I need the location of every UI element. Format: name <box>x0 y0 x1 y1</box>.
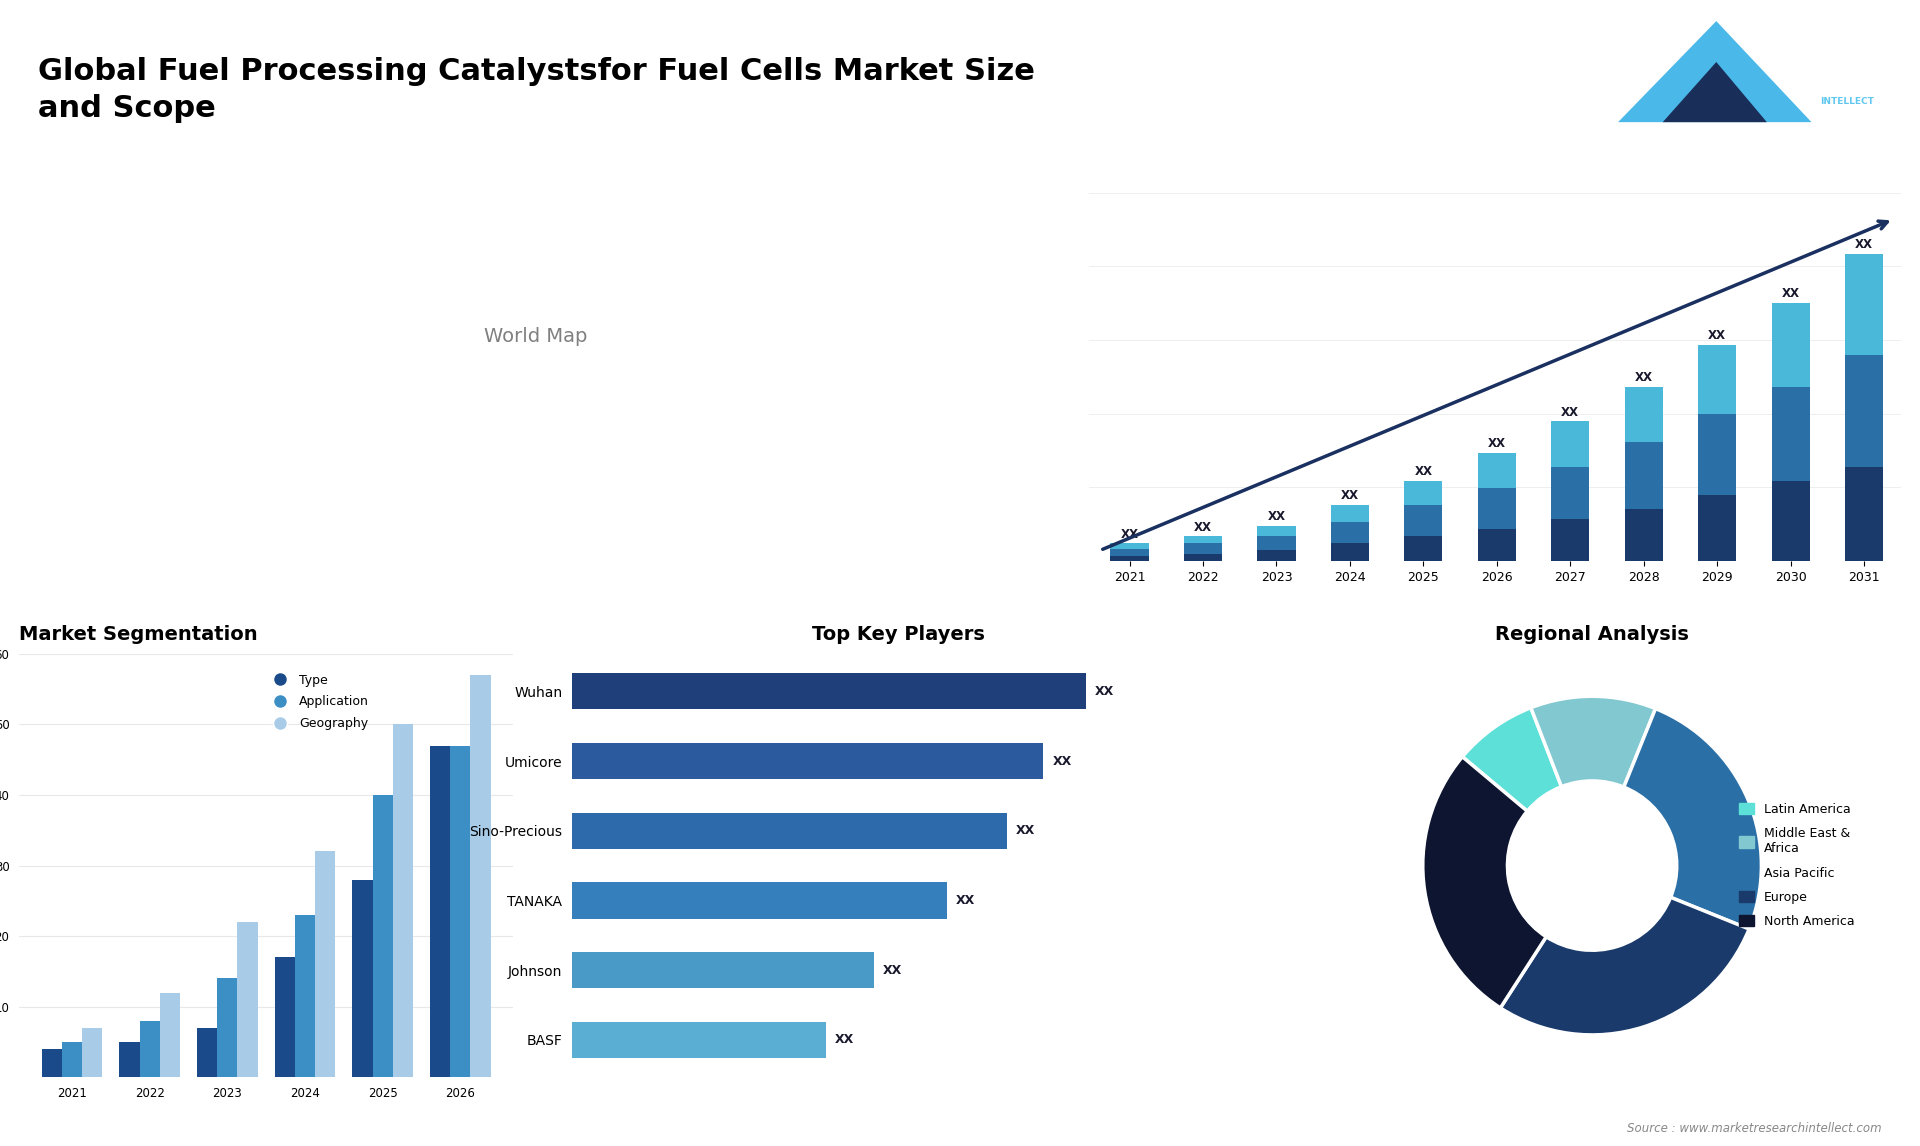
Bar <box>1331 543 1369 560</box>
Bar <box>1478 453 1517 487</box>
Bar <box>1331 523 1369 543</box>
Bar <box>1845 254 1884 355</box>
Text: XX: XX <box>1415 465 1432 478</box>
Legend: Type, Application, Geography: Type, Application, Geography <box>263 668 374 735</box>
Bar <box>1697 415 1736 495</box>
Text: XX: XX <box>883 964 902 976</box>
Text: XX: XX <box>1561 406 1580 418</box>
Bar <box>572 673 1085 709</box>
Text: XX: XX <box>835 1034 854 1046</box>
Bar <box>1551 422 1590 466</box>
Bar <box>1185 536 1223 543</box>
Wedge shape <box>1530 697 1655 787</box>
Bar <box>1624 509 1663 560</box>
Bar <box>451 746 470 1077</box>
Bar <box>275 957 296 1077</box>
Bar <box>394 724 413 1077</box>
Bar <box>1258 536 1296 550</box>
Title: Regional Analysis: Regional Analysis <box>1496 625 1690 644</box>
Bar <box>572 813 1006 849</box>
Text: Market Segmentation: Market Segmentation <box>19 625 257 644</box>
Text: Source : www.marketresearchintellect.com: Source : www.marketresearchintellect.com <box>1626 1122 1882 1135</box>
Bar <box>217 979 238 1077</box>
Bar <box>1331 505 1369 523</box>
Text: XX: XX <box>1121 527 1139 541</box>
Bar <box>1185 543 1223 554</box>
Circle shape <box>1507 780 1676 950</box>
Bar <box>572 1022 826 1058</box>
Text: XX: XX <box>1052 754 1071 768</box>
Text: XX: XX <box>1488 437 1505 450</box>
Text: XX: XX <box>1855 238 1874 251</box>
Bar <box>470 675 492 1077</box>
Bar <box>140 1021 159 1077</box>
Bar <box>42 1049 61 1077</box>
Text: XX: XX <box>1016 824 1035 838</box>
Bar <box>372 795 394 1077</box>
Bar <box>1697 495 1736 560</box>
Text: XX: XX <box>1340 489 1359 502</box>
Text: XX: XX <box>1094 685 1114 698</box>
Legend: Latin America, Middle East &
Africa, Asia Pacific, Europe, North America: Latin America, Middle East & Africa, Asi… <box>1734 798 1859 933</box>
Polygon shape <box>1619 21 1812 123</box>
Text: RESEARCH: RESEARCH <box>1820 68 1874 76</box>
Wedge shape <box>1500 897 1749 1035</box>
Bar <box>1258 550 1296 560</box>
Bar <box>430 746 451 1077</box>
Text: Global Fuel Processing Catalystsfor Fuel Cells Market Size
and Scope: Global Fuel Processing Catalystsfor Fuel… <box>38 57 1035 124</box>
Bar <box>315 851 336 1077</box>
Bar <box>1478 487 1517 529</box>
Bar <box>353 880 372 1077</box>
Bar <box>296 915 315 1077</box>
Bar <box>1110 549 1148 556</box>
Text: XX: XX <box>1782 288 1799 300</box>
Text: MARKET: MARKET <box>1820 37 1862 46</box>
Bar <box>1772 480 1811 560</box>
Bar <box>1110 556 1148 560</box>
Bar <box>1258 526 1296 536</box>
Bar <box>159 992 180 1077</box>
Bar <box>1404 480 1442 505</box>
Bar <box>1478 529 1517 560</box>
Title: Top Key Players: Top Key Players <box>812 625 985 644</box>
Wedge shape <box>1463 708 1561 811</box>
Bar <box>572 952 874 988</box>
Polygon shape <box>1663 62 1766 123</box>
Text: XX: XX <box>1194 520 1212 534</box>
Bar <box>1772 303 1811 386</box>
Text: XX: XX <box>1634 371 1653 384</box>
Wedge shape <box>1624 708 1761 929</box>
Bar <box>1624 442 1663 509</box>
Bar <box>1551 466 1590 519</box>
Text: XX: XX <box>1709 329 1726 342</box>
Bar <box>83 1028 102 1077</box>
Bar <box>1404 536 1442 560</box>
Bar <box>1697 345 1736 415</box>
Bar <box>1624 386 1663 442</box>
Wedge shape <box>1423 756 1546 1008</box>
Text: World Map: World Map <box>484 327 588 346</box>
Bar <box>572 743 1043 779</box>
Bar <box>119 1042 140 1077</box>
Bar <box>1185 554 1223 560</box>
Bar <box>1551 519 1590 560</box>
Text: XX: XX <box>1267 510 1284 524</box>
Text: XX: XX <box>956 894 975 906</box>
Bar <box>61 1042 83 1077</box>
Bar <box>238 923 257 1077</box>
Text: INTELLECT: INTELLECT <box>1820 97 1874 107</box>
Bar <box>1404 505 1442 536</box>
Bar <box>1845 355 1884 466</box>
Bar <box>1110 543 1148 549</box>
Bar <box>1845 466 1884 560</box>
Bar <box>198 1028 217 1077</box>
Bar <box>1772 386 1811 480</box>
Bar <box>572 882 947 919</box>
